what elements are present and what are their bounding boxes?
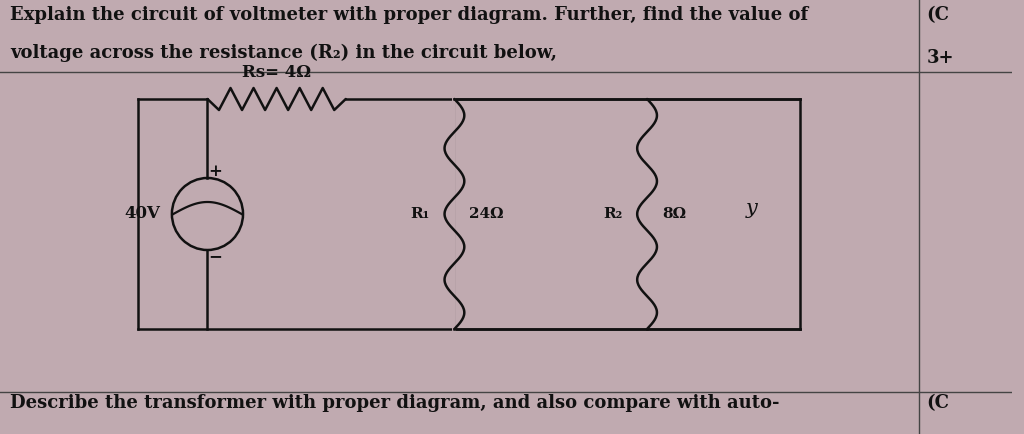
Text: R₁: R₁ xyxy=(411,207,430,221)
Text: Describe the transformer with proper diagram, and also compare with auto-: Describe the transformer with proper dia… xyxy=(10,394,779,412)
Text: (C: (C xyxy=(927,6,949,24)
Text: voltage across the resistance (R₂) in the circuit below,: voltage across the resistance (R₂) in th… xyxy=(10,44,557,62)
Text: Rs= 4Ω: Rs= 4Ω xyxy=(242,64,311,81)
Text: R₂: R₂ xyxy=(603,207,623,221)
Text: 24Ω: 24Ω xyxy=(469,207,504,221)
Text: 8Ω: 8Ω xyxy=(662,207,686,221)
Text: Explain the circuit of voltmeter with proper diagram. Further, find the value of: Explain the circuit of voltmeter with pr… xyxy=(10,6,808,24)
Text: y: y xyxy=(745,200,758,218)
Text: −: − xyxy=(209,248,222,265)
Text: 40V: 40V xyxy=(124,206,160,223)
Text: (C: (C xyxy=(927,394,949,412)
Text: 3+: 3+ xyxy=(927,49,954,67)
Text: +: + xyxy=(209,163,222,180)
